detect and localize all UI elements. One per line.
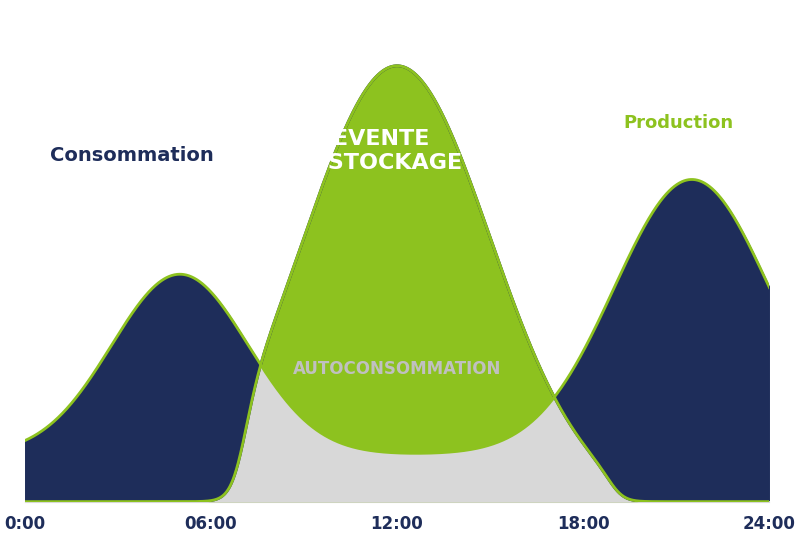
Text: REVENTE
OU STOCKAGE: REVENTE OU STOCKAGE (282, 129, 462, 173)
Text: AUTOCONSOMMATION: AUTOCONSOMMATION (293, 360, 502, 378)
Text: Consommation: Consommation (50, 146, 214, 165)
Text: Production: Production (623, 114, 734, 132)
